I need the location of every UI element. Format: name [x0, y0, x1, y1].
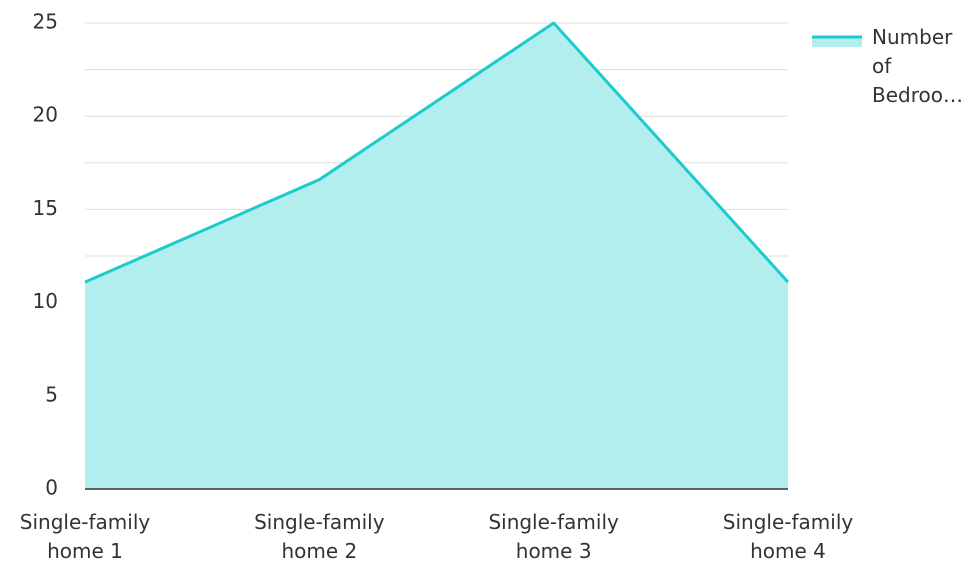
y-tick-label: 0	[45, 476, 58, 500]
legend-label-line: Number	[872, 25, 953, 49]
area-series	[84, 21, 790, 489]
x-tick-label: Single-family home 1	[20, 510, 151, 562]
x-tick-label-line: Single-family	[20, 510, 151, 534]
y-tick-label: 15	[33, 196, 58, 220]
legend-label-line: Bedroo…	[872, 83, 963, 107]
legend: Number of Bedroo…	[812, 25, 963, 107]
legend-swatch-fill	[812, 37, 862, 47]
y-tick-label: 10	[33, 289, 58, 313]
y-axis-ticks: 0 5 10 15 20 25	[33, 10, 58, 500]
y-tick-label: 20	[33, 103, 58, 127]
legend-label: Number of Bedroo…	[872, 25, 963, 107]
x-tick-label-line: Single-family	[488, 510, 619, 534]
x-tick-label: Single-family home 4	[723, 510, 854, 562]
x-tick-label-line: Single-family	[723, 510, 854, 534]
x-tick-label-line: home 1	[47, 539, 123, 562]
x-tick-label: Single-family home 2	[254, 510, 385, 562]
x-tick-label-line: home 4	[750, 539, 826, 562]
x-tick-label-line: home 3	[516, 539, 592, 562]
legend-label-line: of	[872, 54, 892, 78]
y-tick-label: 25	[33, 10, 58, 34]
area-fill	[85, 23, 788, 489]
x-tick-label-line: home 2	[281, 539, 357, 562]
y-tick-label: 5	[45, 382, 58, 406]
series-line	[84, 21, 790, 284]
x-tick-label: Single-family home 3	[488, 510, 619, 562]
x-tick-label-line: Single-family	[254, 510, 385, 534]
